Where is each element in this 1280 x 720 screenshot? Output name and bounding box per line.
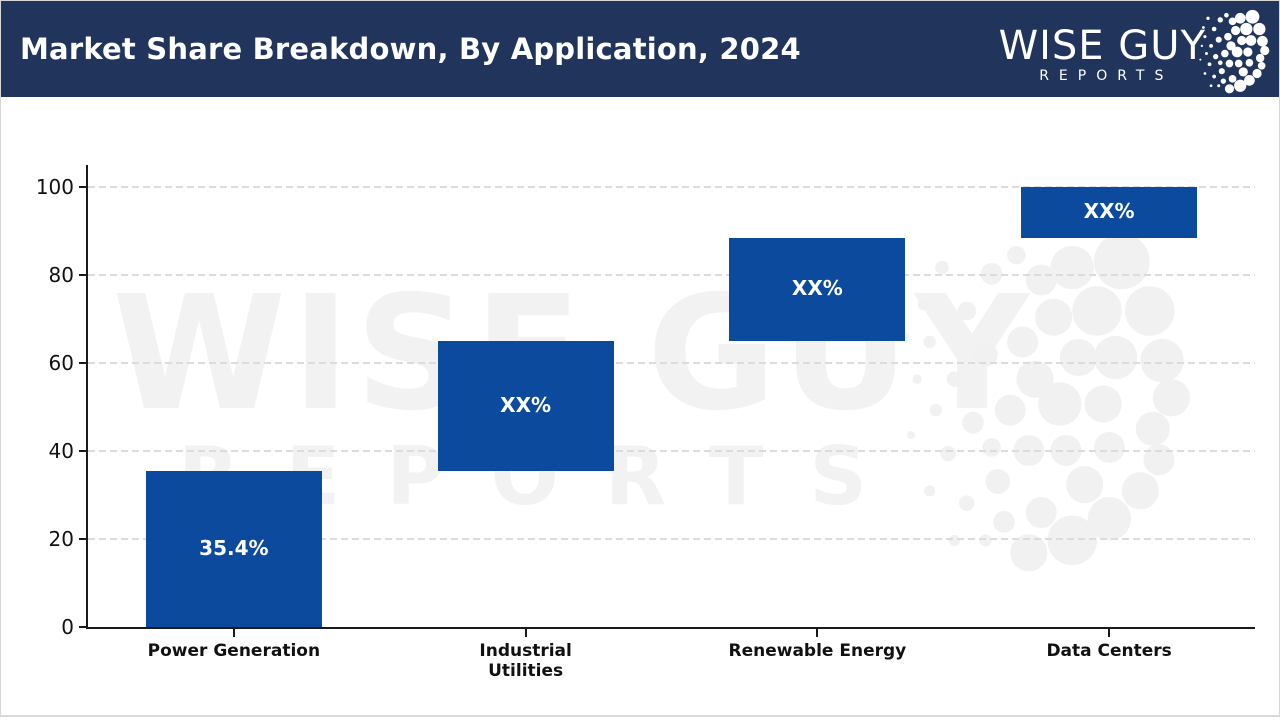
- y-axis-tick: [79, 450, 87, 452]
- bar-value-label: XX%: [500, 393, 552, 418]
- x-axis-tick-label: Data Centers: [1046, 641, 1172, 661]
- x-axis-tick-label: Power Generation: [147, 641, 321, 661]
- gridline: [88, 450, 1255, 452]
- bar-value-label: 35.4%: [199, 536, 269, 561]
- y-axis-tick: [79, 538, 87, 540]
- y-axis-line: [86, 165, 88, 629]
- y-axis-tick-label: 60: [48, 351, 74, 375]
- y-axis-tick-label: 20: [48, 527, 74, 551]
- bar: 35.4%: [145, 471, 322, 627]
- gridline: [88, 538, 1255, 540]
- brand-name: WISE GUY: [998, 22, 1206, 69]
- brand-head-icon: [1192, 6, 1270, 102]
- x-axis-tick: [524, 629, 527, 637]
- x-axis-tick-label: Industrial Utilities: [479, 641, 572, 682]
- y-axis-tick-label: 40: [48, 439, 74, 463]
- y-axis-tick-label: 80: [48, 263, 74, 287]
- brand-logo: WISE GUY REPORTS: [999, 6, 1270, 102]
- bar: XX%: [1021, 187, 1198, 238]
- bar: XX%: [437, 341, 614, 472]
- y-axis-tick: [79, 186, 87, 188]
- y-axis-tick: [79, 626, 87, 628]
- y-axis-tick: [79, 362, 87, 364]
- x-axis-line: [86, 627, 1255, 629]
- brand-subname: REPORTS: [1039, 67, 1174, 84]
- x-axis-tick: [816, 629, 819, 637]
- bar: XX%: [729, 237, 906, 341]
- brand-logo-text: WISE GUY REPORTS: [999, 25, 1206, 84]
- y-axis-tick: [79, 274, 87, 276]
- y-axis-tick-label: 100: [35, 175, 74, 199]
- bar-value-label: XX%: [791, 276, 843, 301]
- chart-title: Market Share Breakdown, By Application, …: [20, 31, 801, 66]
- x-axis-tick-label: Renewable Energy: [728, 641, 907, 661]
- gridline: [88, 274, 1255, 276]
- x-axis-tick: [232, 629, 235, 637]
- header-bar: Market Share Breakdown, By Application, …: [0, 0, 1280, 97]
- waterfall-chart: 0 20 40 60 80 100 35.4% Power Generation XX% Indu…: [0, 97, 1280, 717]
- bar-value-label: XX%: [1083, 199, 1135, 224]
- x-axis-tick: [1108, 629, 1111, 637]
- y-axis-tick-label: 0: [61, 615, 74, 639]
- gridline: [88, 362, 1255, 364]
- gridline: [88, 186, 1255, 188]
